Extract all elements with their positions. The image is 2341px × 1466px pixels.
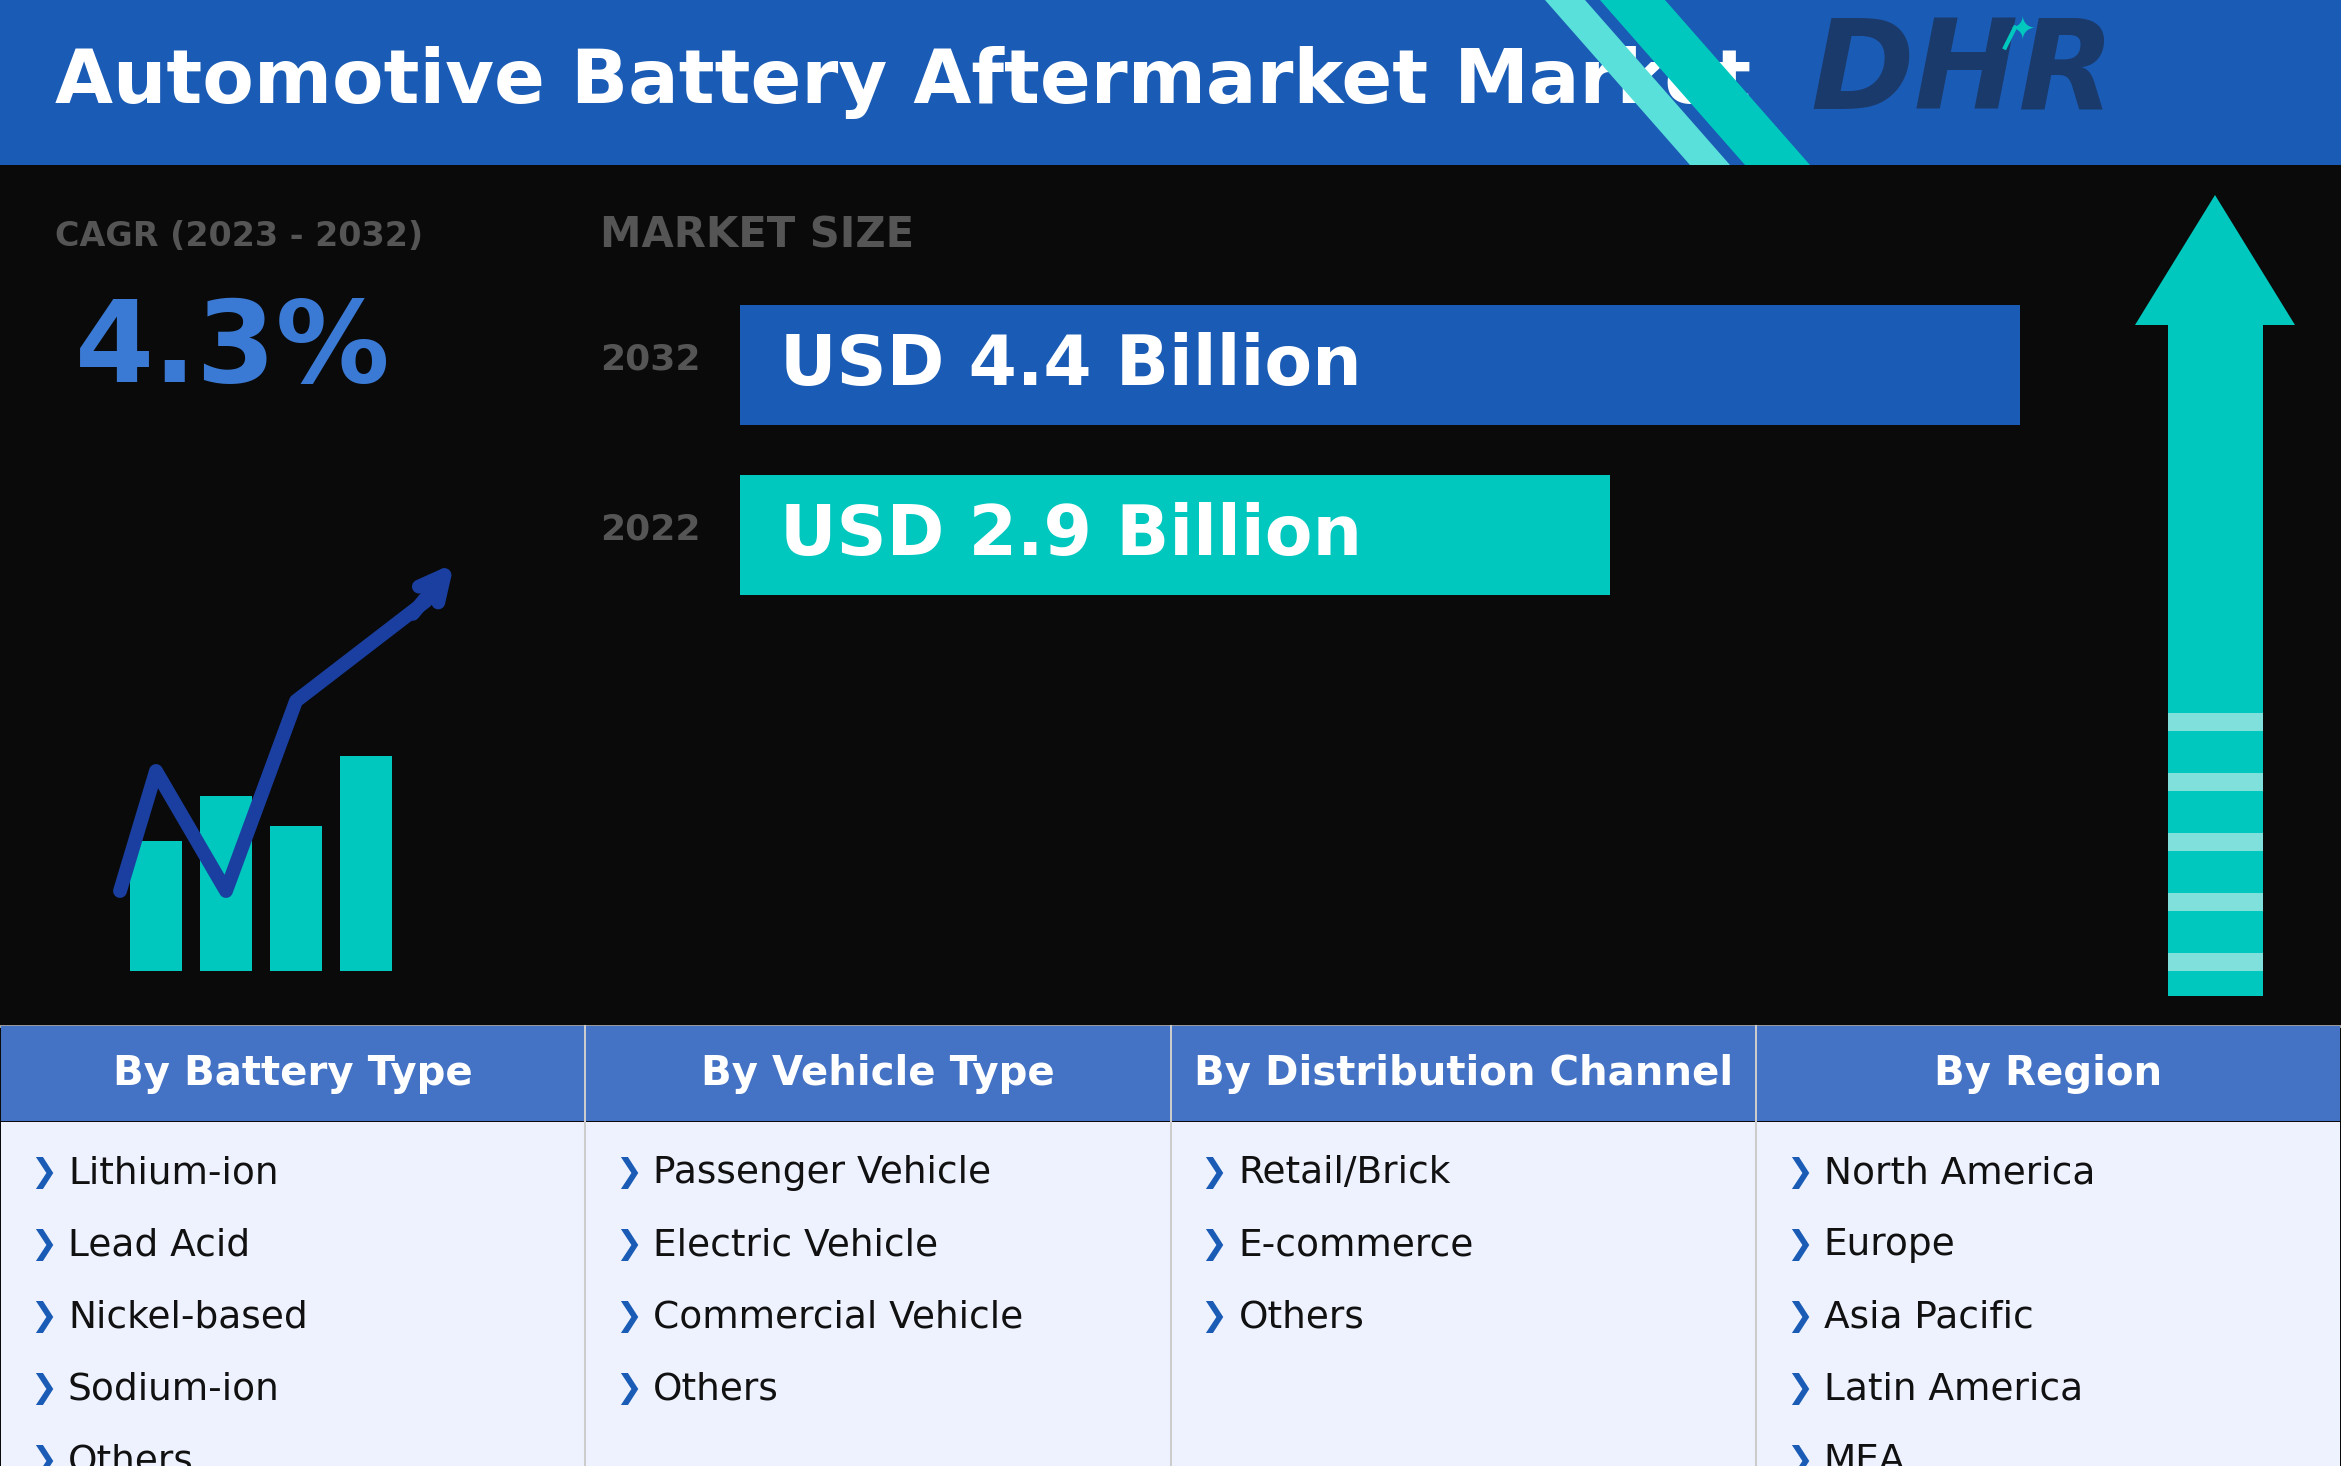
- Bar: [0, 1026, 585, 1121]
- Bar: [2168, 833, 2264, 850]
- Bar: [2168, 712, 2264, 732]
- Text: Electric Vehicle: Electric Vehicle: [653, 1227, 939, 1264]
- Text: 4.3%: 4.3%: [75, 295, 391, 406]
- Text: ❯: ❯: [30, 1300, 56, 1333]
- Text: ❯: ❯: [616, 1374, 641, 1404]
- Text: MEA: MEA: [1824, 1443, 1906, 1466]
- Text: Latin America: Latin America: [1824, 1371, 2083, 1407]
- Text: Commercial Vehicle: Commercial Vehicle: [653, 1299, 1023, 1336]
- Text: Lead Acid: Lead Acid: [68, 1227, 250, 1264]
- Bar: [1170, 1121, 1756, 1466]
- Text: DHR: DHR: [1810, 15, 2114, 135]
- Bar: [1756, 1026, 2341, 1121]
- Text: USD 2.9 Billion: USD 2.9 Billion: [780, 501, 1362, 569]
- Text: Others: Others: [1238, 1299, 1365, 1336]
- Text: E-commerce: E-commerce: [1238, 1227, 1475, 1264]
- Text: CAGR (2023 - 2032): CAGR (2023 - 2032): [54, 220, 424, 254]
- Text: ❯: ❯: [1786, 1374, 1812, 1404]
- Text: ❯: ❯: [616, 1229, 641, 1261]
- Text: ❯: ❯: [616, 1300, 641, 1333]
- Bar: [585, 1121, 1170, 1466]
- Bar: [585, 1026, 1170, 1121]
- Text: MARKET SIZE: MARKET SIZE: [599, 216, 913, 257]
- Bar: [2168, 773, 2264, 792]
- Polygon shape: [1545, 0, 1730, 166]
- Bar: [199, 796, 253, 970]
- Text: ❯: ❯: [1201, 1300, 1227, 1333]
- Bar: [2168, 953, 2264, 970]
- Bar: [1756, 1121, 2341, 1466]
- Text: 2022: 2022: [599, 513, 700, 547]
- Text: ❯: ❯: [30, 1229, 56, 1261]
- Polygon shape: [1599, 0, 1810, 166]
- Bar: [0, 1121, 585, 1466]
- Text: USD 4.4 Billion: USD 4.4 Billion: [780, 331, 1362, 399]
- Text: ❯: ❯: [1786, 1445, 1812, 1466]
- Text: ❯: ❯: [1201, 1157, 1227, 1189]
- Text: ❯: ❯: [30, 1445, 56, 1466]
- Bar: [131, 841, 183, 970]
- Text: Europe: Europe: [1824, 1227, 1955, 1264]
- Text: ❯: ❯: [1786, 1300, 1812, 1333]
- Text: ❯: ❯: [1201, 1229, 1227, 1261]
- Text: North America: North America: [1824, 1155, 2095, 1190]
- Text: By Distribution Channel: By Distribution Channel: [1194, 1054, 1732, 1094]
- Text: By Region: By Region: [1934, 1054, 2163, 1094]
- Text: Others: Others: [68, 1443, 194, 1466]
- Polygon shape: [2135, 195, 2294, 325]
- Text: Automotive Battery Aftermarket Market: Automotive Battery Aftermarket Market: [54, 45, 1751, 119]
- Bar: [2168, 325, 2264, 995]
- Text: ❯: ❯: [30, 1157, 56, 1189]
- Text: ❯: ❯: [1786, 1157, 1812, 1189]
- Text: By Battery Type: By Battery Type: [112, 1054, 473, 1094]
- Text: 2032: 2032: [599, 343, 700, 377]
- Text: Lithium-ion: Lithium-ion: [68, 1155, 279, 1190]
- Text: By Vehicle Type: By Vehicle Type: [700, 1054, 1056, 1094]
- Bar: [740, 475, 1611, 595]
- Bar: [339, 756, 391, 970]
- Bar: [740, 305, 2020, 425]
- Text: Retail/Brick: Retail/Brick: [1238, 1155, 1451, 1190]
- Text: ❯: ❯: [1786, 1229, 1812, 1261]
- Text: ❯: ❯: [616, 1157, 641, 1189]
- Bar: [2168, 893, 2264, 910]
- Bar: [269, 825, 323, 970]
- Text: Asia Pacific: Asia Pacific: [1824, 1299, 2034, 1336]
- Text: Passenger Vehicle: Passenger Vehicle: [653, 1155, 990, 1190]
- Bar: [0, 0, 2341, 166]
- Text: Sodium-ion: Sodium-ion: [68, 1371, 281, 1407]
- Text: Others: Others: [653, 1371, 780, 1407]
- Bar: [1170, 1026, 1756, 1121]
- Text: ✦: ✦: [2011, 15, 2037, 44]
- Text: ❯: ❯: [30, 1374, 56, 1404]
- Text: Nickel-based: Nickel-based: [68, 1299, 307, 1336]
